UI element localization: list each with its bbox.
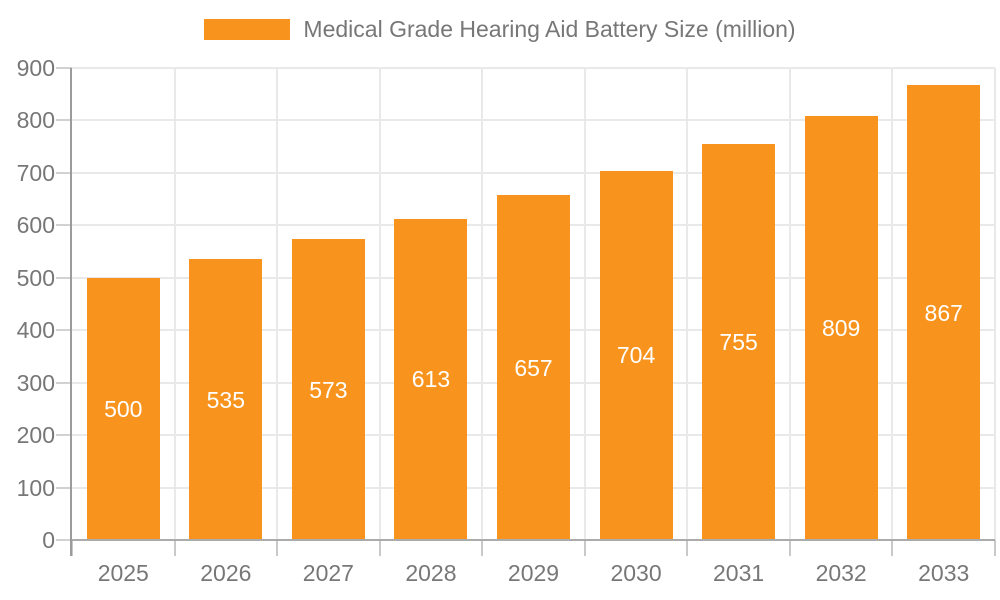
bar-2031[interactable] [702,144,776,540]
bar-2028[interactable] [394,218,468,540]
bar-2033[interactable] [907,85,981,540]
bar-value-label: 500 [104,395,143,422]
y-axis-tick [56,539,72,541]
gridline-vertical [481,68,484,540]
x-axis-label: 2030 [610,560,662,586]
gridline-vertical [276,68,279,540]
gridline-horizontal [72,171,995,174]
gridline-horizontal [72,67,995,69]
bar-value-label: 704 [616,342,656,369]
y-axis-label: 500 [16,264,55,291]
bar-value-label: 613 [411,366,451,393]
bar-2032[interactable] [804,115,878,540]
y-axis-label: 600 [16,212,55,239]
y-axis-label: 300 [16,369,55,396]
y-axis-label: 200 [16,422,55,449]
bar-value-label: 755 [719,329,758,356]
y-axis-label: 400 [16,317,55,344]
x-axis-label: 2025 [97,560,149,586]
gridline-horizontal [72,119,995,122]
bar-value-label: 809 [821,314,861,341]
x-axis-label: 2027 [302,560,354,586]
x-axis-label: 2031 [713,560,765,586]
y-axis-label: 100 [16,474,55,501]
bar-value-label: 573 [309,376,348,403]
y-axis-tick [56,434,72,437]
y-axis-tick [56,119,72,122]
x-axis-label: 2029 [507,560,560,586]
gridline-vertical [891,68,894,540]
x-axis-label: 2032 [815,560,867,586]
x-axis-label: 2028 [405,560,457,586]
gridline-vertical [994,68,996,540]
bar-value-label: 535 [206,386,246,413]
y-axis-line [70,68,72,556]
x-axis-tick [378,540,381,556]
legend[interactable]: Medical Grade Hearing Aid Battery Size (… [0,15,1000,43]
bar-2025[interactable] [86,277,160,540]
bar-value-label: 867 [924,299,963,326]
bar-2029[interactable] [497,195,570,540]
x-axis-tick [686,540,689,556]
x-axis-label: 2026 [200,560,252,586]
plot-area: 500 2025 535 2026 573 2027 613 2028 657 2029 704 20… [17,55,996,586]
y-axis-label: 0 [42,527,55,553]
x-axis-tick [788,540,791,556]
x-axis-line [70,539,995,541]
gridline-vertical [788,68,791,540]
y-axis-tick [56,224,72,227]
x-axis-tick [71,540,73,556]
y-axis-tick [56,381,72,384]
y-axis-tick [56,486,72,489]
x-axis-tick [994,540,996,556]
x-axis-tick [173,540,176,556]
legend-swatch[interactable] [204,18,291,40]
bar-2026[interactable] [189,259,263,540]
gridline-vertical [583,68,586,540]
gridline-vertical [686,68,689,540]
y-axis-tick [56,171,72,174]
gridline-vertical [378,68,381,540]
y-axis-tick [56,67,72,69]
bar-value-label: 657 [514,354,553,381]
x-axis-tick [481,540,484,556]
gridline-vertical [173,68,176,540]
y-axis-label: 700 [16,159,55,186]
y-axis-label: 800 [16,107,55,134]
y-axis-tick [56,276,72,279]
bar-2027[interactable] [291,239,365,540]
y-axis-label: 900 [16,55,55,81]
x-axis-tick [891,540,894,556]
legend-label[interactable]: Medical Grade Hearing Aid Battery Size (… [303,16,796,42]
bar-2030[interactable] [599,170,673,540]
y-axis-tick [56,329,72,332]
x-axis-tick [583,540,586,556]
x-axis-tick [276,540,279,556]
x-axis-label: 2033 [918,560,970,586]
